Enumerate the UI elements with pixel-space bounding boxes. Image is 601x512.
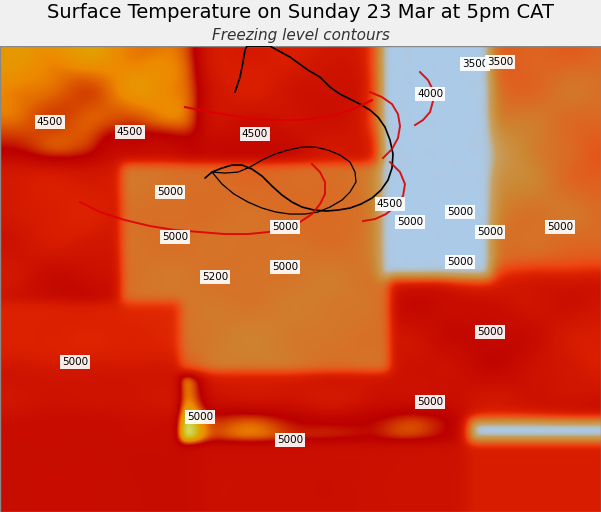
Text: 3500: 3500 [487,57,513,67]
Text: 5000: 5000 [477,227,503,237]
Text: 4500: 4500 [242,129,268,139]
Text: 5000: 5000 [417,397,443,407]
Text: 5000: 5000 [162,232,188,242]
Text: 4500: 4500 [377,199,403,209]
Text: Surface Temperature on Sunday 23 Mar at 5pm CAT: Surface Temperature on Sunday 23 Mar at … [47,4,554,23]
Text: 5000: 5000 [447,257,473,267]
Text: 5000: 5000 [277,435,303,445]
Text: 3500: 3500 [462,59,488,69]
Text: 4000: 4000 [417,89,443,99]
Text: 5000: 5000 [157,187,183,197]
Text: 5000: 5000 [447,207,473,217]
Text: 5000: 5000 [272,222,298,232]
Text: 5000: 5000 [272,262,298,272]
Text: 5000: 5000 [187,412,213,422]
Text: 4500: 4500 [37,117,63,127]
Text: Freezing level contours: Freezing level contours [212,29,389,44]
Text: 5200: 5200 [202,272,228,282]
Text: 5000: 5000 [477,327,503,337]
Text: 4500: 4500 [117,127,143,137]
Text: 5000: 5000 [397,217,423,227]
Text: 5000: 5000 [547,222,573,232]
Text: 5000: 5000 [62,357,88,367]
